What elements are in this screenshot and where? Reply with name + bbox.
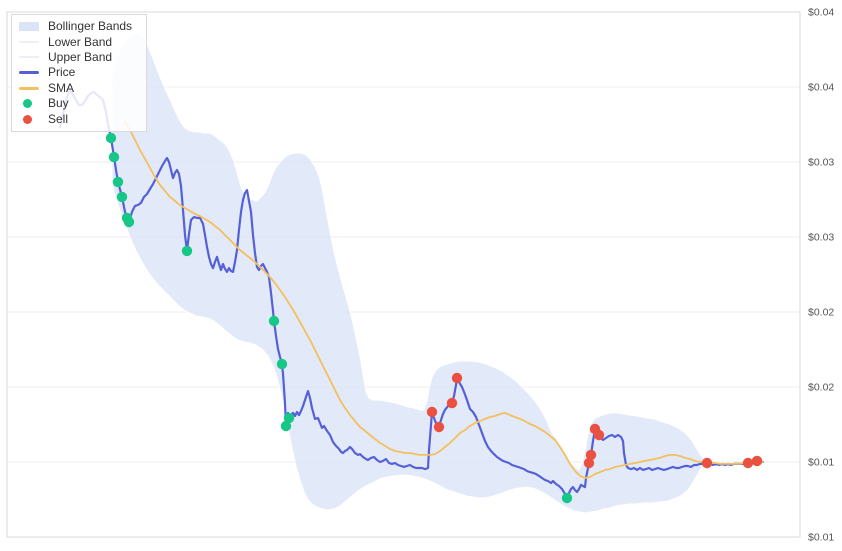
sell-marker [583, 457, 595, 469]
sell-marker [426, 406, 438, 418]
legend-label: Sell [48, 111, 69, 126]
legend-swatch-line-icon [19, 71, 41, 75]
sell-marker [701, 457, 713, 469]
y-axis-label: $0.01 [808, 532, 834, 544]
sell-marker [742, 457, 754, 469]
legend-swatch-line-icon [19, 86, 41, 90]
legend-label: SMA [48, 80, 75, 95]
legend-label: Upper Band [48, 49, 113, 64]
legend-item-sma: SMA [19, 81, 132, 96]
buy-marker [181, 245, 193, 257]
legend-swatch-dot-icon [19, 99, 41, 109]
buy-marker [280, 420, 292, 432]
buy-marker [116, 191, 128, 203]
legend-label: Bollinger Bands [48, 19, 133, 34]
y-axis-label: $0.04 [808, 7, 834, 19]
legend-label: Buy [48, 96, 69, 111]
sell-marker [446, 397, 458, 409]
legend-item-upper-band: Upper Band [19, 50, 132, 65]
sell-marker [585, 449, 597, 461]
chart-legend: Bollinger Bands Lower Band Upper Band Price… [11, 14, 148, 132]
sell-marker [433, 421, 445, 433]
legend-item-buy: Buy [19, 96, 132, 111]
buy-marker [105, 132, 117, 144]
legend-swatch-area-icon [19, 22, 41, 32]
sell-marker [593, 429, 605, 441]
legend-swatch-faint-icon [19, 56, 41, 59]
y-axis-label: $0.02 [808, 382, 834, 394]
buy-marker [108, 151, 120, 163]
sell-marker [751, 455, 763, 467]
plot-border [6, 11, 801, 538]
legend-label: Price [48, 65, 76, 80]
buy-marker [123, 216, 135, 228]
legend-item-price: Price [19, 65, 132, 80]
buy-marker [283, 412, 295, 424]
price-line [58, 88, 765, 500]
y-axis-label: $0.02 [808, 307, 834, 319]
buy-marker [276, 358, 288, 370]
legend-item-bollinger-bands: Bollinger Bands [19, 19, 132, 34]
legend-item-sell: Sell [19, 111, 132, 126]
y-axis-label: $0.04 [808, 82, 834, 94]
y-axis-label: $0.03 [808, 232, 834, 244]
legend-swatch-faint-icon [19, 41, 41, 44]
buy-marker [268, 315, 280, 327]
buy-marker [561, 492, 573, 504]
legend-swatch-dot-icon [19, 114, 41, 124]
y-axis-label: $0.01 [808, 457, 834, 469]
y-axis-label: $0.03 [808, 157, 834, 169]
buy-marker [112, 176, 124, 188]
sell-marker [451, 372, 463, 384]
legend-item-lower-band: Lower Band [19, 34, 132, 49]
sma-line [124, 121, 764, 479]
legend-label: Lower Band [48, 34, 113, 49]
bollinger-band-area [111, 32, 708, 514]
